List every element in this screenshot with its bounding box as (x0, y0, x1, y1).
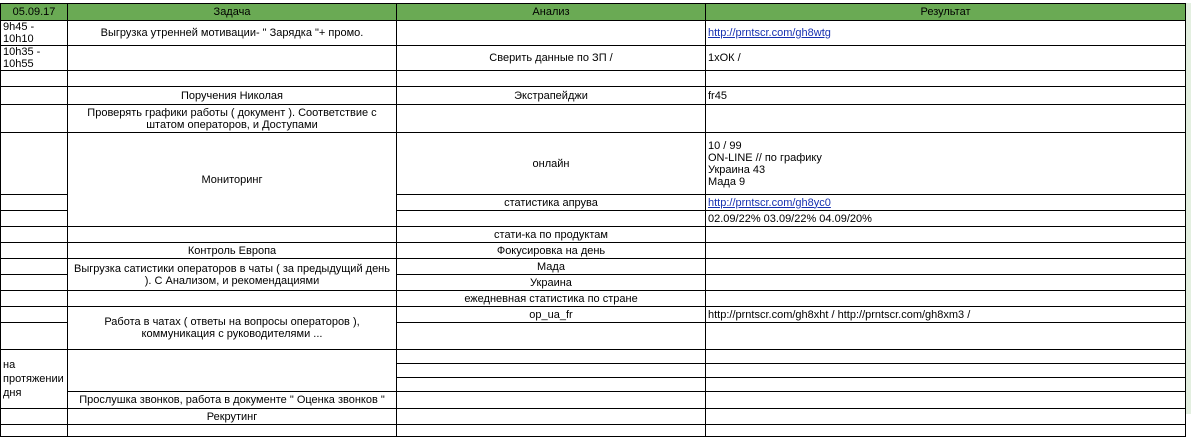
cell-task-merged[interactable]: Выгрузка сатистики операторов в чаты ( з… (67, 258, 397, 291)
cell-task[interactable] (67, 45, 397, 71)
cell-task[interactable] (67, 290, 397, 307)
cell-task[interactable]: Прослушка звонков, работа в документе " … (67, 391, 397, 409)
cell-time[interactable] (0, 194, 68, 211)
cell-result[interactable]: http://prntscr.com/gh8xht / http://prnts… (705, 306, 1186, 323)
cell-time[interactable] (0, 132, 68, 195)
cell-result[interactable] (705, 424, 1186, 437)
table-row (0, 70, 1186, 87)
cell-time[interactable] (0, 226, 68, 243)
table-row: ежедневная статистика по стране (0, 290, 1186, 307)
cell-analysis[interactable]: ежедневная статистика по стране (396, 290, 706, 307)
table-row: Проверять графики работы ( документ ). С… (0, 104, 1186, 133)
cell-analysis[interactable]: Сверить данные по ЗП / (396, 45, 706, 71)
cell-result[interactable] (705, 322, 1186, 350)
spreadsheet-canvas: 05.09.17 Задача Анализ Результат 9h45 - … (0, 3, 1191, 437)
cell-time[interactable] (0, 86, 68, 105)
cell-analysis[interactable] (396, 377, 706, 392)
cell-time[interactable] (0, 242, 68, 259)
cell-result[interactable]: http://prntscr.com/gh8wtg (705, 20, 1186, 46)
table-row: Украина (0, 274, 1186, 291)
cell-analysis[interactable] (396, 70, 706, 87)
table-row: Поручения Николая Экстрапейджи fr45 (0, 86, 1186, 105)
cell-result[interactable]: 02.09/22% 03.09/22% 04.09/20% (705, 210, 1186, 227)
cell-result[interactable] (705, 377, 1186, 392)
table-row: стати-ка по продуктам (0, 226, 1186, 243)
cell-result[interactable] (705, 290, 1186, 307)
cell-time[interactable] (0, 210, 68, 227)
cell-time[interactable] (0, 258, 68, 275)
cell-task[interactable]: Поручения Николая (67, 86, 397, 105)
cell-analysis[interactable]: Мада (396, 258, 706, 275)
cell-analysis[interactable] (396, 322, 706, 350)
cell-time[interactable]: 9h45 - 10h10 (0, 20, 68, 46)
cell-task[interactable] (67, 226, 397, 243)
table-row: Выгрузка сатистики операторов в чаты ( з… (0, 258, 1186, 291)
cell-task[interactable] (67, 70, 397, 87)
cell-time[interactable] (0, 70, 68, 87)
cell-analysis[interactable] (396, 391, 706, 409)
cell-analysis[interactable] (396, 20, 706, 46)
cell-result[interactable] (705, 242, 1186, 259)
cell-time[interactable] (0, 322, 68, 350)
table-row: Мониторинг онлайн 10 / 99 ON-LINE // по … (0, 132, 1186, 227)
cell-time[interactable]: 10h35 - 10h55 (0, 45, 68, 71)
cell-analysis[interactable] (396, 104, 706, 133)
cell-task-merged[interactable]: Работа в чатах ( ответы на вопросы опера… (67, 306, 397, 350)
table-body: 9h45 - 10h10 Выгрузка утренней мотивации… (0, 20, 1186, 437)
cell-result[interactable] (705, 70, 1186, 87)
cell-time[interactable] (0, 104, 68, 133)
column-header-date[interactable]: 05.09.17 (0, 3, 68, 21)
cell-analysis[interactable] (396, 349, 706, 364)
cell-result[interactable] (705, 258, 1186, 275)
table-row: 02.09/22% 03.09/22% 04.09/20% (0, 210, 1186, 227)
cell-task[interactable]: Контроль Европа (67, 242, 397, 259)
cell-analysis[interactable] (396, 363, 706, 378)
cell-result[interactable] (705, 391, 1186, 409)
cell-task-merged[interactable]: Мониторинг (67, 132, 397, 227)
cell-result[interactable] (705, 104, 1186, 133)
cell-task[interactable]: Выгрузка утренней мотивации- " Зарядка "… (67, 20, 397, 46)
cell-time[interactable] (0, 424, 68, 437)
cell-result[interactable] (705, 363, 1186, 378)
daily-task-table: 05.09.17 Задача Анализ Результат 9h45 - … (0, 3, 1186, 437)
cell-time-label: на протяжении дня (3, 359, 64, 399)
table-row: Контроль Европа Фокусировка на день (0, 242, 1186, 259)
cell-task[interactable]: Проверять графики работы ( документ ). С… (67, 104, 397, 133)
table-row: 10h35 - 10h55 Сверить данные по ЗП / 1хО… (0, 45, 1186, 71)
cell-analysis[interactable]: Украина (396, 274, 706, 291)
cell-result[interactable]: 1хОК / (705, 45, 1186, 71)
cell-result[interactable]: fr45 (705, 86, 1186, 105)
result-link[interactable]: http://prntscr.com/gh8yc0 (708, 196, 831, 209)
table-row: на протяжении дня (0, 349, 1186, 409)
cell-analysis[interactable]: стати-ка по продуктам (396, 226, 706, 243)
column-header-task[interactable]: Задача (67, 3, 397, 21)
cell-task-merged[interactable] (67, 349, 397, 392)
cell-result[interactable]: 10 / 99 ON-LINE // по графику Украина 43… (705, 132, 1186, 195)
column-header-result[interactable]: Результат (705, 3, 1186, 21)
table-row: Работа в чатах ( ответы на вопросы опера… (0, 306, 1186, 350)
cell-analysis[interactable]: статистика апрува (396, 194, 706, 211)
table-header-row: 05.09.17 Задача Анализ Результат (0, 3, 1186, 21)
result-link[interactable]: http://prntscr.com/gh8wtg (708, 27, 831, 39)
table-row: Прослушка звонков, работа в документе " … (1, 391, 1186, 409)
cell-task[interactable] (67, 424, 397, 437)
cell-analysis[interactable]: Экстрапейджи (396, 86, 706, 105)
cell-time[interactable] (0, 290, 68, 307)
cell-time[interactable] (0, 274, 68, 291)
cell-time[interactable] (0, 306, 68, 323)
cell-result[interactable] (705, 349, 1186, 364)
cell-analysis[interactable] (396, 424, 706, 437)
table-row (0, 424, 1186, 437)
cell-analysis[interactable]: op_ua_fr (396, 306, 706, 323)
cell-result[interactable] (705, 274, 1186, 291)
table-row: 9h45 - 10h10 Выгрузка утренней мотивации… (0, 20, 1186, 46)
cell-analysis[interactable]: Фокусировка на день (396, 242, 706, 259)
cell-result[interactable] (705, 226, 1186, 243)
cell-analysis[interactable] (396, 210, 706, 227)
cell-result[interactable]: http://prntscr.com/gh8yc0 (705, 194, 1186, 211)
cell-analysis[interactable]: онлайн (396, 132, 706, 195)
cell-time-merged[interactable]: на протяжении дня (0, 349, 68, 409)
column-header-analysis[interactable]: Анализ (396, 3, 706, 21)
